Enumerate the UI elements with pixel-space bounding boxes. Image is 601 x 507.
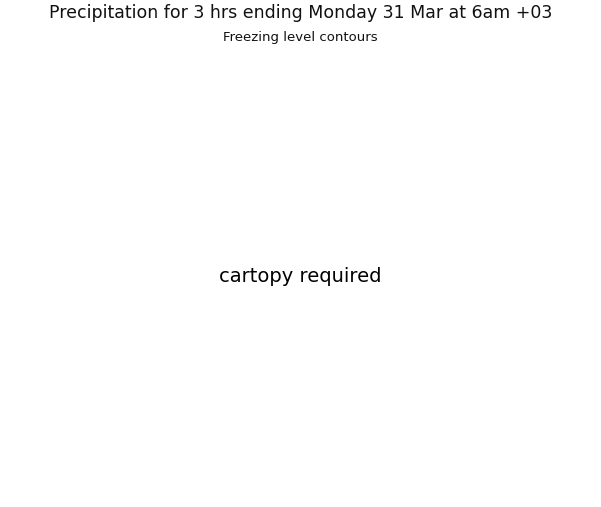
- Text: Freezing level contours: Freezing level contours: [223, 31, 378, 44]
- Text: cartopy required: cartopy required: [219, 267, 382, 286]
- Text: Precipitation for 3 hrs ending Monday 31 Mar at 6am +03: Precipitation for 3 hrs ending Monday 31…: [49, 4, 552, 22]
